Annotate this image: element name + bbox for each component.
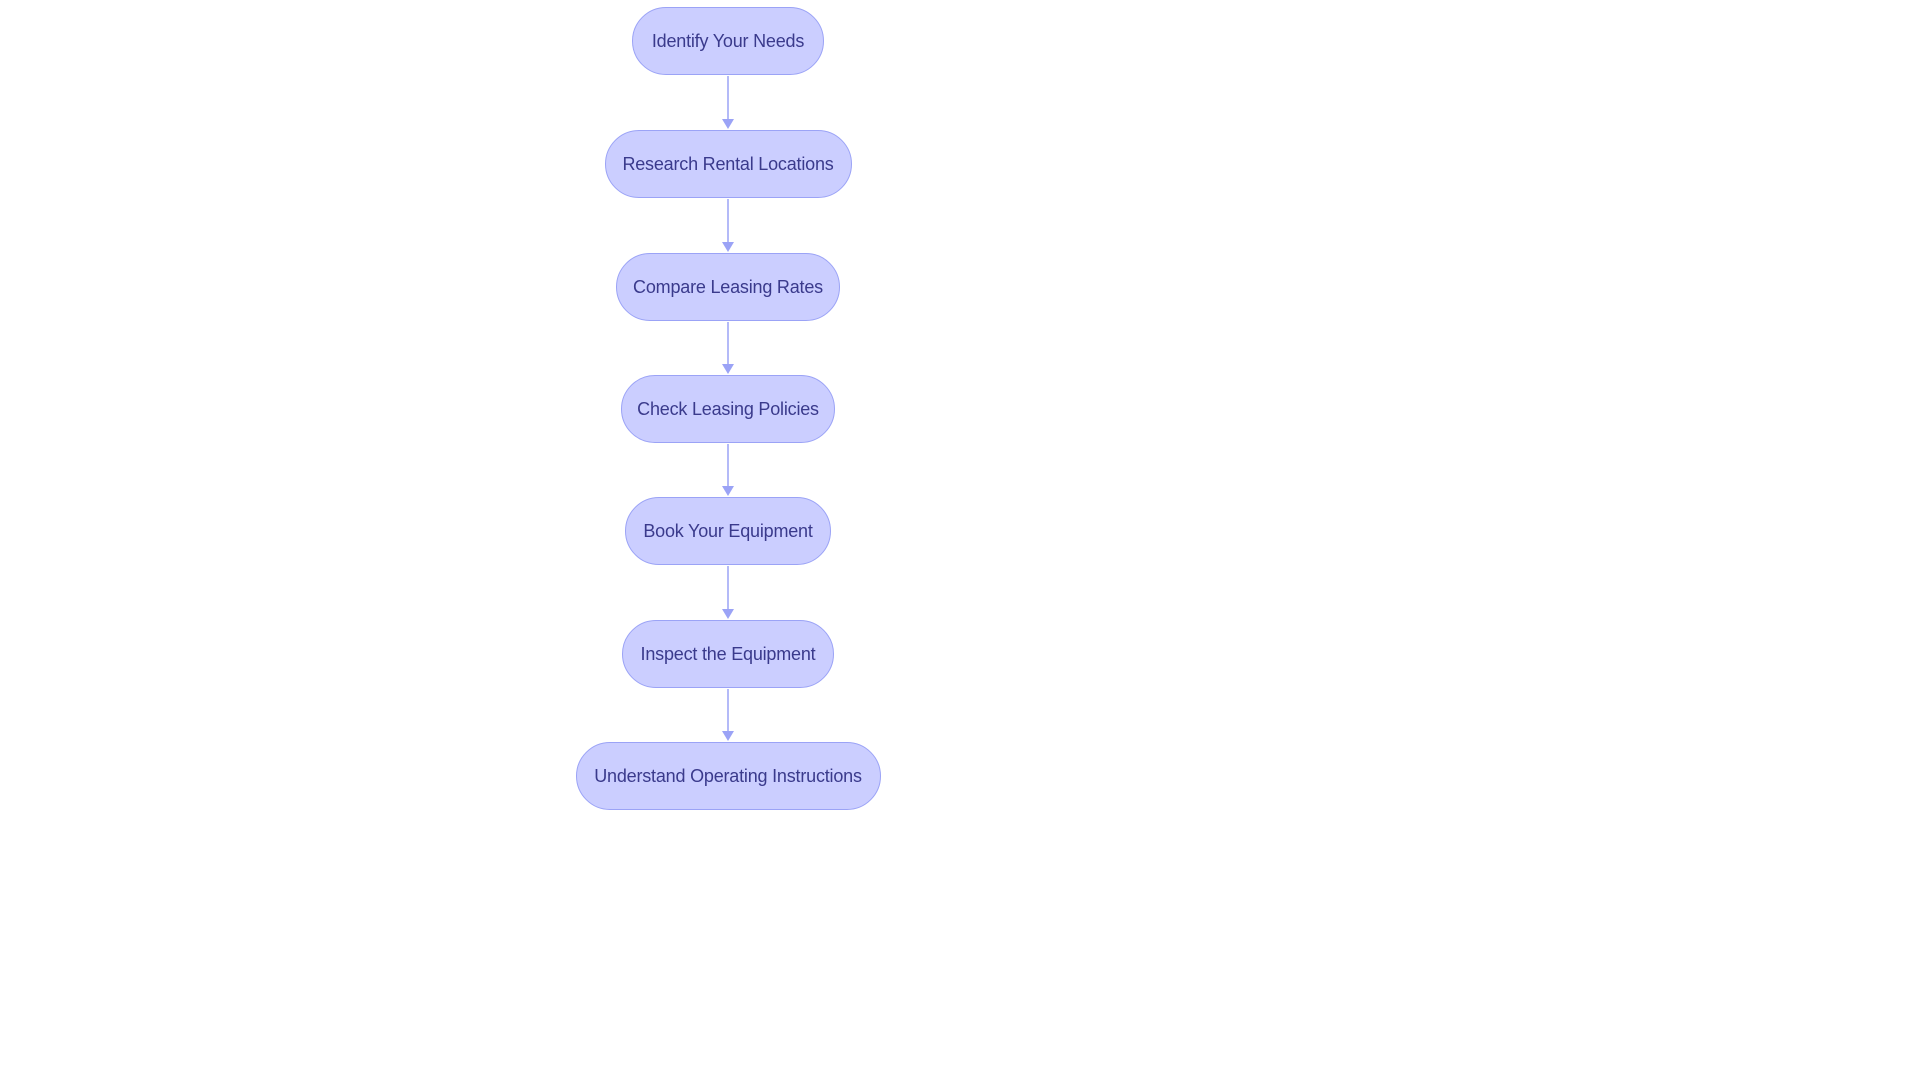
flow-node-label: Check Leasing Policies [637, 399, 819, 420]
flow-node-label: Compare Leasing Rates [633, 277, 823, 298]
flow-node-n1: Identify Your Needs [632, 7, 824, 75]
flow-node-n3: Compare Leasing Rates [616, 253, 840, 321]
edge-n1-n2 [716, 76, 740, 129]
flow-node-label: Research Rental Locations [622, 154, 833, 175]
flow-node-label: Identify Your Needs [652, 31, 804, 52]
edge-n3-n4 [716, 322, 740, 374]
flowchart-container: Identify Your Needs Research Rental Loca… [0, 0, 1920, 1083]
edge-n5-n6 [716, 566, 740, 619]
edge-n4-n5 [716, 444, 740, 496]
flow-node-label: Inspect the Equipment [641, 644, 816, 665]
flow-node-n6: Inspect the Equipment [622, 620, 834, 688]
flow-node-n7: Understand Operating Instructions [576, 742, 881, 810]
flow-node-n5: Book Your Equipment [625, 497, 831, 565]
edge-n6-n7 [716, 689, 740, 741]
flow-node-label: Book Your Equipment [643, 521, 812, 542]
flow-node-n2: Research Rental Locations [605, 130, 852, 198]
edge-n2-n3 [716, 199, 740, 252]
flow-node-label: Understand Operating Instructions [594, 766, 862, 787]
flow-node-n4: Check Leasing Policies [621, 375, 835, 443]
